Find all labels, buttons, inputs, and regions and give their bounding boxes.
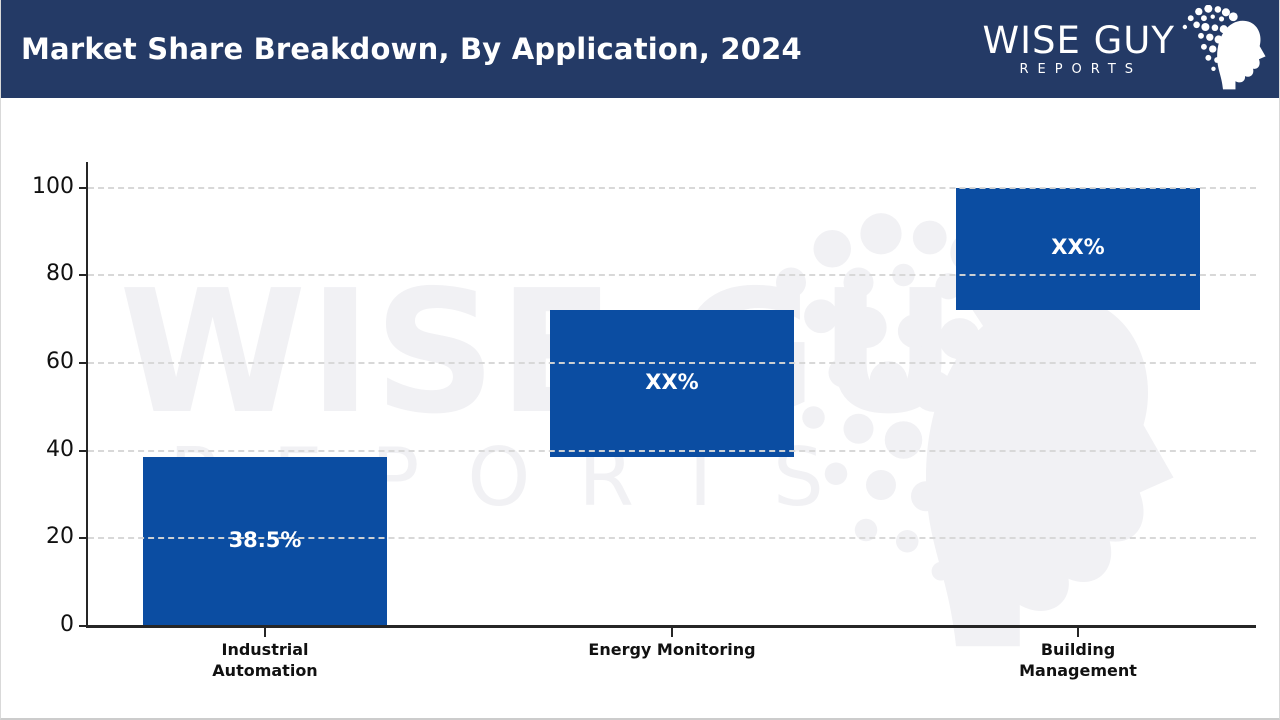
x-axis-category-label: Energy Monitoring [588,640,756,659]
y-axis-tick-label: 60 [46,348,74,374]
gridline-20 [88,537,1256,540]
x-axis-category-label: Industrial Automation [212,640,318,680]
x-axis-tick [1077,628,1079,637]
x-axis-tick [671,628,673,637]
x-axis-tick [264,628,266,637]
page-title: Market Share Breakdown, By Application, … [21,32,802,66]
bar-value-label: XX% [1051,234,1105,259]
y-axis-tick-label: 20 [46,524,74,550]
bar-value-label: XX% [645,369,699,394]
y-axis-tick-label: 40 [46,436,74,462]
y-axis-tick [79,186,87,189]
gridline-80 [88,274,1256,277]
y-axis-tick [79,537,87,540]
bar-value-label: 38.5% [228,527,302,552]
y-axis-tick-label: 100 [32,173,74,199]
brand-reports-text: REPORTS [1019,62,1143,77]
y-axis-tick [79,625,87,627]
brand-logo: WISE GUY REPORTS [983,4,1269,94]
bar-building-management [956,187,1200,311]
brand-wordmark: WISE GUY [982,19,1175,62]
x-axis-spine [86,625,1256,628]
gridline-100 [88,186,1256,189]
gridline-60 [88,361,1256,364]
brand-logo-text: WISE GUY REPORTS [982,19,1175,78]
header-bar: Market Share Breakdown, By Application, … [1,0,1279,98]
y-axis-tick [79,361,87,364]
y-axis-tick-label: 0 [60,612,74,637]
y-axis-tick-label: 80 [46,261,74,287]
y-axis-spine [86,162,88,628]
logo-face-icon [1182,5,1266,90]
bar-energy-monitoring [550,310,794,458]
bar-industrial-automation [143,457,387,626]
y-axis-tick [79,274,87,277]
x-axis-category-label: Building Management [1019,640,1137,680]
y-axis-tick [79,449,87,452]
gridline-40 [88,449,1256,452]
